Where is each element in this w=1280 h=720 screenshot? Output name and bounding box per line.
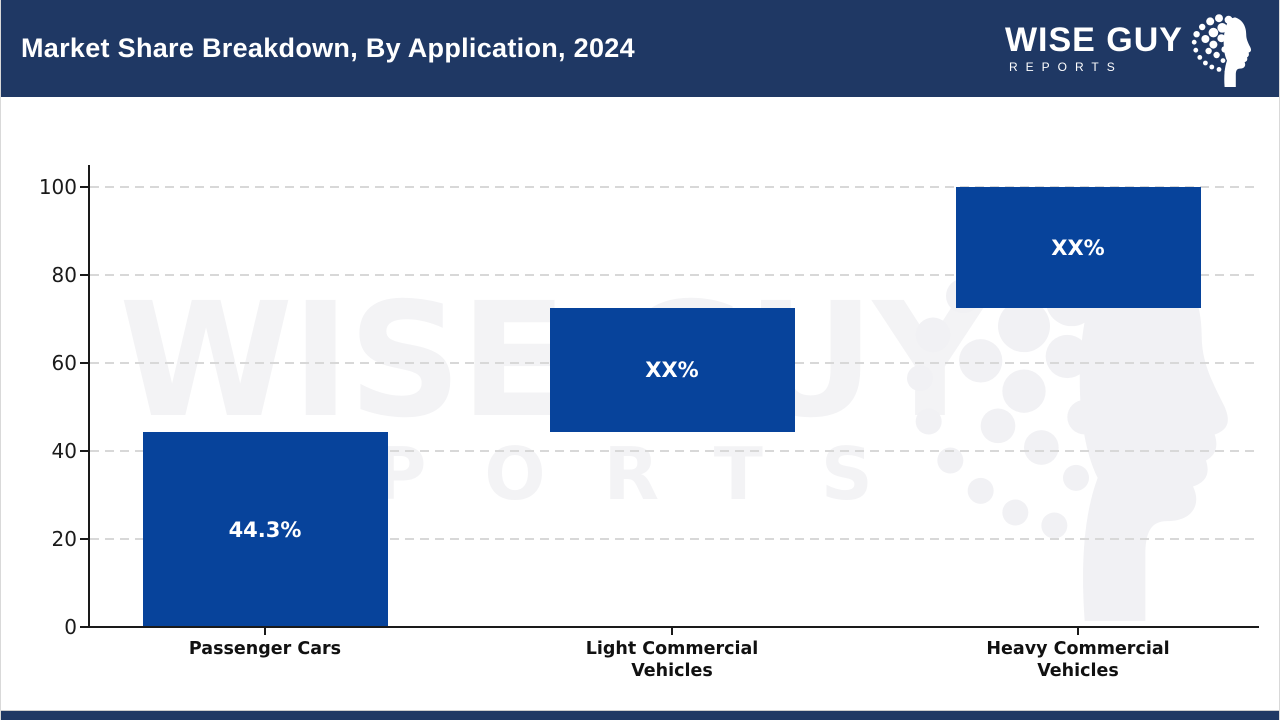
x-axis-label: Heavy Commercial Vehicles xyxy=(986,639,1170,681)
y-tick-label: 0 xyxy=(64,615,77,639)
y-tick-mark xyxy=(80,626,88,628)
x-axis-label: Light Commercial Vehicles xyxy=(585,639,759,681)
x-tick-mark xyxy=(1077,628,1079,635)
x-tick-mark xyxy=(671,628,673,635)
x-axis-label: Passenger Cars xyxy=(188,639,342,659)
gridline xyxy=(90,274,1259,276)
y-tick-mark xyxy=(80,450,88,452)
gridline xyxy=(90,186,1259,188)
bar-segment: XX% xyxy=(549,308,795,433)
x-tick-mark xyxy=(264,628,266,635)
y-tick-label: 100 xyxy=(38,175,77,199)
x-axis-spine xyxy=(88,626,1259,628)
y-tick-label: 80 xyxy=(51,263,77,287)
gridline xyxy=(90,538,1259,540)
y-tick-label: 20 xyxy=(51,527,77,551)
bar-segment: XX% xyxy=(955,187,1201,308)
y-tick-label: 40 xyxy=(51,439,77,463)
bar-segment: 44.3% xyxy=(142,432,388,627)
bar-value-label: XX% xyxy=(1051,235,1105,260)
brand-logo: WISE GUY REPORTS xyxy=(1005,10,1259,88)
y-tick-mark xyxy=(80,362,88,364)
bar-value-label: 44.3% xyxy=(228,517,302,542)
page-title: Market Share Breakdown, By Application, … xyxy=(21,33,635,63)
brand-subname: REPORTS xyxy=(1008,60,1123,74)
brand-name: WISE GUY xyxy=(1004,21,1183,59)
brand-logo-text: WISE GUY REPORTS xyxy=(1005,23,1183,74)
y-tick-mark xyxy=(80,186,88,188)
gridline xyxy=(90,450,1259,452)
dotted-head-icon xyxy=(1191,13,1252,87)
footer-band xyxy=(1,710,1279,720)
bar-value-label: XX% xyxy=(645,358,699,383)
y-tick-mark xyxy=(80,274,88,276)
y-axis-spine xyxy=(88,165,90,628)
y-tick-mark xyxy=(80,538,88,540)
y-tick-label: 60 xyxy=(51,351,77,375)
header-band: Market Share Breakdown, By Application, … xyxy=(1,0,1279,97)
